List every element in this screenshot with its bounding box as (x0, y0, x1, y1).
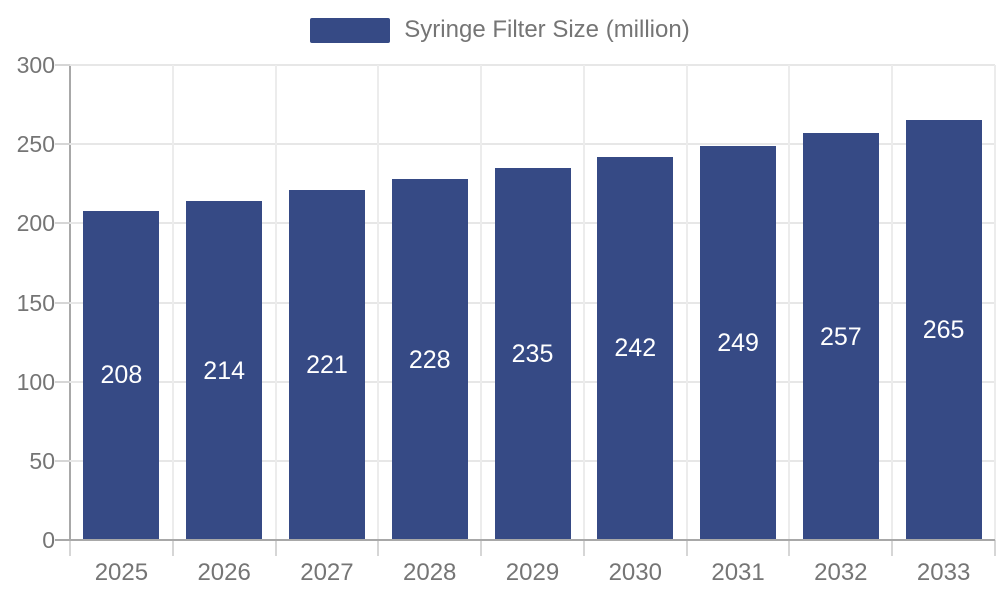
gridline-v (377, 65, 380, 540)
x-axis-line (55, 539, 995, 541)
x-axis-label: 2033 (916, 559, 971, 586)
x-axis-label: 2032 (814, 559, 868, 586)
gridline-h (70, 143, 995, 146)
bar-2033 (905, 120, 982, 540)
gridline-v (685, 65, 688, 540)
x-tick (480, 540, 483, 556)
y-axis-tick-label: 300 (16, 52, 55, 78)
gridline-v (891, 65, 894, 540)
bar-2028 (391, 179, 468, 540)
bar-value-label: 257 (819, 322, 862, 351)
legend[interactable]: Syringe Filter Size (million) (0, 17, 1000, 43)
x-tick (994, 540, 996, 556)
bar-value-label: 221 (306, 351, 348, 380)
y-axis-tick-label: 0 (42, 527, 55, 553)
bar-value-label: 235 (511, 339, 554, 368)
x-axis-label: 2028 (403, 559, 457, 586)
y-axis-tick-label: 150 (16, 289, 55, 316)
x-tick (788, 540, 791, 556)
x-tick (685, 540, 688, 556)
x-axis-label: 2029 (505, 559, 560, 586)
gridline-v (788, 65, 791, 540)
bar-value-label: 242 (614, 334, 657, 363)
x-axis-label: 2031 (711, 559, 765, 586)
gridline-v (274, 65, 277, 540)
y-axis-tick-label: 250 (16, 131, 55, 158)
bar-2032 (802, 133, 879, 540)
bar-2027 (288, 190, 365, 540)
x-tick (274, 540, 277, 556)
y-axis-line (69, 65, 71, 556)
x-tick (891, 540, 894, 556)
gridline-v (582, 65, 585, 540)
plot-area: 0 50 100 150 200 250 300 208 2025 214 2026 221 2027 2… (17, 52, 996, 586)
x-tick (69, 540, 71, 556)
bar-2025 (83, 210, 160, 540)
y-tick (55, 301, 70, 304)
bar-2031 (700, 145, 777, 540)
bar-2026 (186, 201, 263, 540)
y-axis-tick-label: 200 (16, 210, 55, 237)
y-tick (55, 222, 70, 225)
x-tick (171, 540, 174, 556)
gridline-v (994, 65, 996, 540)
bar-value-label: 265 (922, 316, 965, 345)
x-tick (377, 540, 380, 556)
gridline-v (171, 65, 174, 540)
y-tick (55, 459, 70, 462)
gridline-h (70, 64, 995, 66)
bar-value-label: 208 (100, 361, 143, 390)
bar-value-label: 249 (717, 328, 759, 357)
y-tick (55, 64, 70, 66)
gridline-v (480, 65, 483, 540)
x-axis-label: 2026 (197, 559, 251, 586)
y-tick (55, 380, 70, 383)
legend-swatch (310, 17, 391, 43)
x-axis-label: 2027 (300, 559, 354, 586)
y-axis-tick-label: 100 (16, 368, 55, 395)
bar-value-label: 214 (203, 356, 246, 385)
y-axis-tick-label: 50 (29, 447, 55, 474)
x-tick (582, 540, 585, 556)
x-axis-label: 2025 (94, 559, 149, 586)
bar-2029 (494, 167, 571, 540)
legend-label: Syringe Filter Size (million) (404, 16, 690, 43)
y-tick (55, 143, 70, 146)
bar-value-label: 228 (408, 345, 451, 374)
bar-2030 (597, 156, 674, 540)
x-axis-label: 2030 (608, 559, 662, 586)
